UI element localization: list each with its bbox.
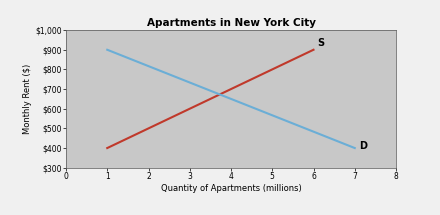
X-axis label: Quantity of Apartments (millions): Quantity of Apartments (millions) bbox=[161, 184, 301, 193]
Y-axis label: Monthly Rent ($): Monthly Rent ($) bbox=[23, 64, 33, 134]
Text: D: D bbox=[359, 141, 367, 152]
Title: Apartments in New York City: Apartments in New York City bbox=[147, 18, 315, 28]
Text: S: S bbox=[318, 38, 325, 48]
